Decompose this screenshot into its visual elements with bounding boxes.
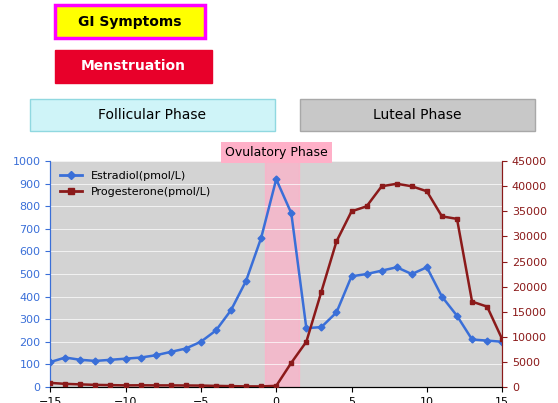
Progesterone(pmol/L) — [393, 181, 400, 186]
Estradiol(pmol/L) — [122, 356, 129, 361]
Estradiol(pmol/L) — [363, 272, 370, 276]
Progesterone(pmol/L) — [122, 383, 129, 388]
Text: GI Symptoms: GI Symptoms — [78, 15, 182, 29]
Progesterone(pmol/L) — [62, 382, 69, 386]
Progesterone(pmol/L) — [424, 189, 430, 194]
Progesterone(pmol/L) — [213, 384, 219, 388]
Progesterone(pmol/L) — [408, 184, 415, 189]
Bar — [30, 99, 275, 131]
Estradiol(pmol/L) — [62, 355, 69, 360]
Progesterone(pmol/L) — [167, 383, 174, 388]
Estradiol(pmol/L) — [469, 337, 475, 342]
Progesterone(pmol/L) — [303, 339, 310, 344]
Estradiol(pmol/L) — [393, 265, 400, 270]
Progesterone(pmol/L) — [47, 380, 54, 385]
Progesterone(pmol/L) — [228, 384, 234, 388]
Estradiol(pmol/L) — [424, 265, 430, 270]
Line: Progesterone(pmol/L): Progesterone(pmol/L) — [48, 181, 504, 389]
Progesterone(pmol/L) — [363, 204, 370, 209]
Estradiol(pmol/L) — [92, 359, 99, 364]
Estradiol(pmol/L) — [258, 235, 264, 240]
Estradiol(pmol/L) — [213, 328, 219, 333]
Progesterone(pmol/L) — [454, 216, 460, 221]
Legend: Estradiol(pmol/L), Progesterone(pmol/L): Estradiol(pmol/L), Progesterone(pmol/L) — [56, 167, 216, 201]
Bar — [55, 5, 205, 38]
Estradiol(pmol/L) — [243, 278, 249, 283]
Progesterone(pmol/L) — [273, 384, 280, 388]
Progesterone(pmol/L) — [243, 384, 249, 389]
Estradiol(pmol/L) — [137, 355, 144, 360]
Progesterone(pmol/L) — [378, 184, 385, 189]
Estradiol(pmol/L) — [303, 326, 310, 330]
Progesterone(pmol/L) — [348, 209, 355, 214]
Estradiol(pmol/L) — [288, 211, 295, 216]
Progesterone(pmol/L) — [484, 304, 490, 309]
Progesterone(pmol/L) — [258, 384, 264, 389]
Progesterone(pmol/L) — [107, 383, 114, 388]
Estradiol(pmol/L) — [198, 339, 204, 344]
Progesterone(pmol/L) — [333, 239, 340, 244]
Progesterone(pmol/L) — [499, 337, 506, 342]
Estradiol(pmol/L) — [167, 349, 174, 354]
Text: Menstruation: Menstruation — [81, 60, 186, 73]
Estradiol(pmol/L) — [273, 177, 280, 182]
Progesterone(pmol/L) — [439, 214, 445, 219]
Progesterone(pmol/L) — [469, 299, 475, 304]
Progesterone(pmol/L) — [92, 382, 99, 387]
Estradiol(pmol/L) — [47, 359, 54, 364]
Estradiol(pmol/L) — [333, 310, 340, 315]
Bar — [55, 50, 212, 83]
Progesterone(pmol/L) — [198, 383, 204, 388]
Estradiol(pmol/L) — [318, 325, 325, 330]
Bar — [300, 99, 535, 131]
Text: Ovulatory Phase: Ovulatory Phase — [225, 146, 328, 159]
Estradiol(pmol/L) — [228, 308, 234, 313]
Estradiol(pmol/L) — [107, 357, 114, 362]
Progesterone(pmol/L) — [77, 382, 84, 387]
Progesterone(pmol/L) — [318, 289, 325, 294]
Estradiol(pmol/L) — [348, 274, 355, 279]
Progesterone(pmol/L) — [182, 383, 189, 388]
Estradiol(pmol/L) — [499, 339, 506, 344]
Text: Luteal Phase: Luteal Phase — [373, 108, 462, 122]
Progesterone(pmol/L) — [288, 360, 295, 365]
Bar — [265, 161, 299, 387]
Text: Follicular Phase: Follicular Phase — [99, 108, 206, 122]
Estradiol(pmol/L) — [77, 357, 84, 362]
Progesterone(pmol/L) — [152, 383, 159, 388]
Estradiol(pmol/L) — [484, 338, 490, 343]
Estradiol(pmol/L) — [152, 353, 159, 358]
Progesterone(pmol/L) — [137, 383, 144, 388]
Estradiol(pmol/L) — [439, 294, 445, 299]
Line: Estradiol(pmol/L): Estradiol(pmol/L) — [48, 177, 504, 364]
Estradiol(pmol/L) — [182, 346, 189, 351]
Estradiol(pmol/L) — [378, 268, 385, 273]
Estradiol(pmol/L) — [454, 314, 460, 318]
Estradiol(pmol/L) — [408, 272, 415, 276]
